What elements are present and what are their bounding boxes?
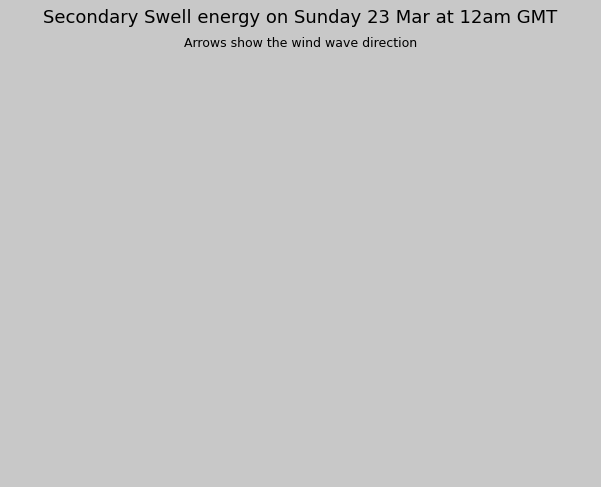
Text: Arrows show the wind wave direction: Arrows show the wind wave direction <box>184 37 417 50</box>
Text: Secondary Swell energy on Sunday 23 Mar at 12am GMT: Secondary Swell energy on Sunday 23 Mar … <box>43 9 558 27</box>
